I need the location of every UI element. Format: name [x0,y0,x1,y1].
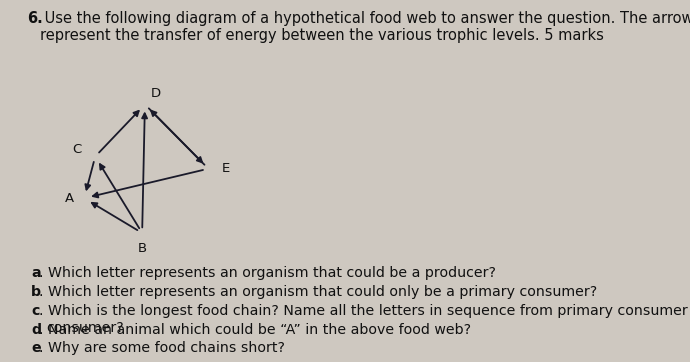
Text: b: b [31,285,41,299]
Text: . Which letter represents an organism that could only be a primary consumer?: . Which letter represents an organism th… [39,285,598,299]
Text: . Which letter represents an organism that could be a producer?: . Which letter represents an organism th… [39,266,496,280]
Text: D: D [151,88,161,101]
Text: e: e [31,341,41,355]
Text: A: A [64,192,74,205]
Text: . Why are some food chains short?: . Why are some food chains short? [39,341,286,355]
Text: E: E [222,162,230,175]
Text: . Which is the longest food chain? Name all the letters in sequence from primary: . Which is the longest food chain? Name … [39,304,690,318]
Text: B: B [137,242,147,255]
Text: c: c [31,304,39,318]
Text: consumer?: consumer? [46,321,124,335]
Text: d: d [31,323,41,337]
Text: C: C [72,143,82,156]
Text: . Name an animal which could be “A” in the above food web?: . Name an animal which could be “A” in t… [39,323,471,337]
Text: a: a [31,266,41,280]
Text: Use the following diagram of a hypothetical food web to answer the question. The: Use the following diagram of a hypotheti… [40,11,690,43]
Text: 6.: 6. [28,11,43,26]
